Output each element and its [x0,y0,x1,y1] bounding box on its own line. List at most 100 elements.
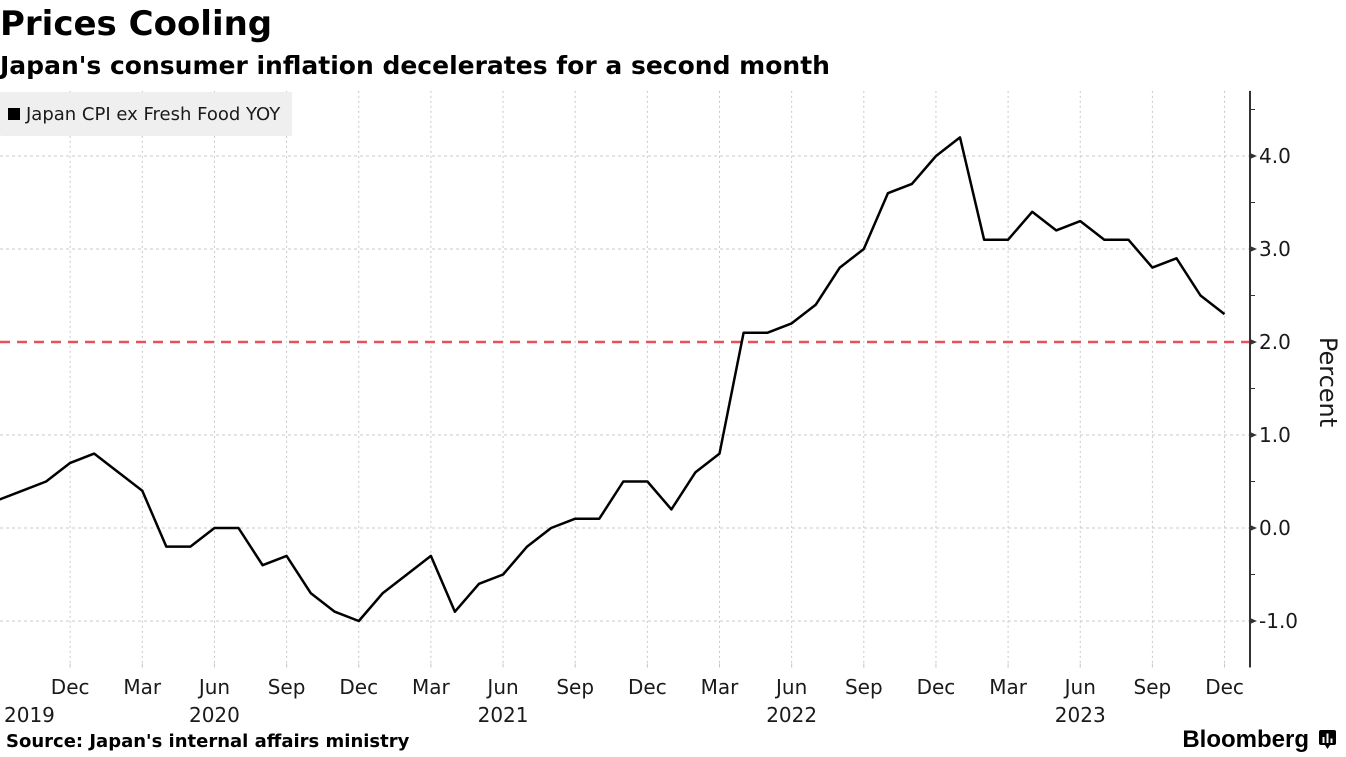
x-tick-label: Sep [845,675,883,699]
y-tick-mark [1250,432,1257,438]
data-point [67,460,73,466]
data-point [1149,265,1155,271]
x-tick-label: Dec [51,675,90,699]
data-point [692,469,698,475]
data-point [765,330,771,336]
x-tick-label: Mar [123,675,162,699]
x-year-label: 2019 [4,703,55,727]
data-point [115,469,121,475]
legend-label: Japan CPI ex Fresh Food YOY [26,103,281,125]
data-point [500,572,506,578]
x-year-label: 2023 [1055,703,1106,727]
data-point [1005,237,1011,243]
y-axis-label: Percent [1314,337,1342,427]
x-tick-label: Dec [628,675,667,699]
data-point [909,181,915,187]
x-tick-label: Jun [197,675,230,699]
y-tick-mark [1250,153,1257,159]
data-point [885,190,891,196]
brand-name: Bloomberg [1182,726,1309,753]
x-tick-label: Mar [701,675,740,699]
y-tick-mark [1250,246,1257,252]
data-point [837,265,843,271]
x-tick-label: Dec [917,675,956,699]
data-point [380,590,386,596]
data-point [1029,209,1035,215]
x-year-label: 2022 [766,703,817,727]
source-note: Source: Japan's internal affairs ministr… [6,731,410,752]
data-point [717,451,723,457]
y-tick-label: 4.0 [1259,144,1291,168]
x-year-label: 2020 [189,703,240,727]
data-point [428,553,434,559]
y-tick-mark [1250,525,1257,531]
bloomberg-chart-icon [1319,730,1336,749]
y-tick-label: 1.0 [1259,423,1291,447]
y-tick-label: 2.0 [1259,330,1291,354]
y-tick-label: -1.0 [1259,609,1298,633]
data-point [452,609,458,615]
x-gridlines [69,90,1226,668]
data-point [1173,255,1179,261]
y-axis-ticks: -1.0 0.0 1.0 2.0 3.0 4.0 [1250,109,1298,633]
data-point [43,479,49,485]
data-point [356,618,362,624]
data-point [163,544,169,550]
data-point [187,544,193,550]
data-point [981,237,987,243]
data-point [668,506,674,512]
data-point [1198,293,1204,299]
data-point [957,134,963,140]
chart-subtitle: Japan's consumer inflation decelerates f… [0,51,830,80]
x-axis-ticks: Dec 2019 Mar Jun 2020 Sep Dec Mar Jun 2021 Sep Dec M… [4,663,1244,727]
legend-swatch-icon [8,108,20,120]
x-year-label: 2021 [478,703,529,727]
y-tick-label: 0.0 [1259,516,1291,540]
data-point [19,488,25,494]
chart-title: Prices Cooling [0,4,273,44]
data-point [284,553,290,559]
y-tick-label: 3.0 [1259,237,1291,261]
x-tick-label: Jun [1063,675,1096,699]
data-point [572,516,578,522]
data-point [1101,237,1107,243]
data-point [524,544,530,550]
x-tick-label: Jun [485,675,518,699]
data-point [548,525,554,531]
data-point [789,320,795,326]
y-tick-mark [1250,339,1257,345]
data-point [308,590,314,596]
data-point [404,572,410,578]
data-point [1222,311,1228,317]
legend: Japan CPI ex Fresh Food YOY [0,92,293,136]
data-point [596,516,602,522]
data-point [260,562,266,568]
x-tick-label: Dec [1205,675,1244,699]
x-tick-label: Mar [412,675,451,699]
x-tick-label: Dec [339,675,378,699]
x-tick-label: Jun [774,675,807,699]
x-tick-label: Sep [1134,675,1172,699]
x-tick-label: Sep [268,675,306,699]
data-point [1125,237,1131,243]
data-point [91,451,97,457]
y-tick-mark [1250,618,1257,624]
x-tick-label: Mar [989,675,1028,699]
data-points [0,134,1228,624]
data-point [933,153,939,159]
data-point [813,302,819,308]
data-point [211,525,217,531]
data-point [861,246,867,252]
data-point [236,525,242,531]
y-gridlines [0,155,1250,622]
data-point [1053,227,1059,233]
data-point [476,581,482,587]
data-point [620,479,626,485]
data-point [1077,218,1083,224]
data-point [139,488,145,494]
x-tick-label: Sep [556,675,594,699]
data-point [332,609,338,615]
data-point [644,479,650,485]
series-line-japan-cpi [0,136,1226,623]
